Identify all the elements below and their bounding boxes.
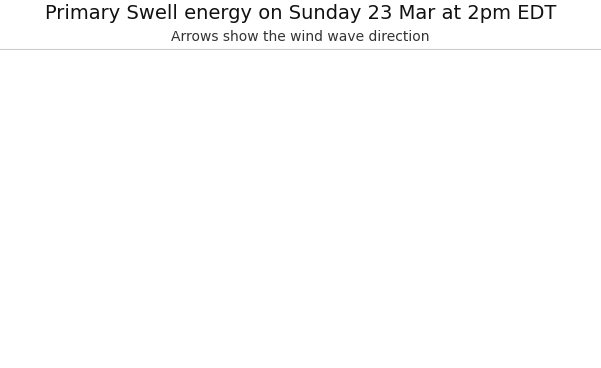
Text: Primary Swell energy on Sunday 23 Mar at 2pm EDT: Primary Swell energy on Sunday 23 Mar at…: [45, 4, 556, 24]
Text: Arrows show the wind wave direction: Arrows show the wind wave direction: [171, 30, 430, 44]
Text: Map unavailable
(cartopy not installed): Map unavailable (cartopy not installed): [209, 190, 392, 228]
